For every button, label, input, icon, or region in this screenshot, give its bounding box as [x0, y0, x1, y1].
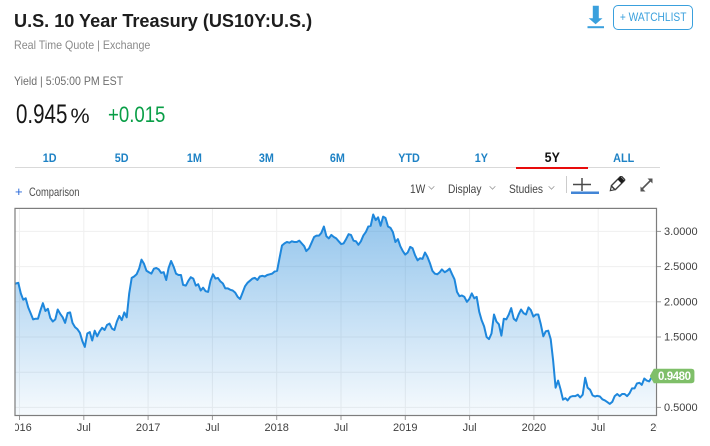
- svg-text:3.0000: 3.0000: [664, 226, 698, 238]
- svg-text:Jul: Jul: [205, 422, 219, 434]
- svg-text:Jul: Jul: [77, 422, 91, 434]
- svg-text:2017: 2017: [136, 422, 160, 434]
- svg-text:2018: 2018: [264, 422, 288, 434]
- svg-text:2020: 2020: [522, 422, 546, 434]
- svg-text:2.5000: 2.5000: [664, 261, 698, 273]
- svg-text:2.0000: 2.0000: [664, 296, 698, 308]
- svg-text:2019: 2019: [393, 422, 417, 434]
- svg-text:Jul: Jul: [591, 422, 605, 434]
- svg-text:2021: 2021: [650, 422, 674, 434]
- svg-text:Jul: Jul: [334, 422, 348, 434]
- svg-text:2016: 2016: [7, 422, 31, 434]
- svg-text:1.5000: 1.5000: [664, 332, 698, 344]
- svg-text:0.5000: 0.5000: [664, 402, 698, 414]
- svg-text:Jul: Jul: [463, 422, 477, 434]
- svg-text:0.9480: 0.9480: [658, 371, 691, 383]
